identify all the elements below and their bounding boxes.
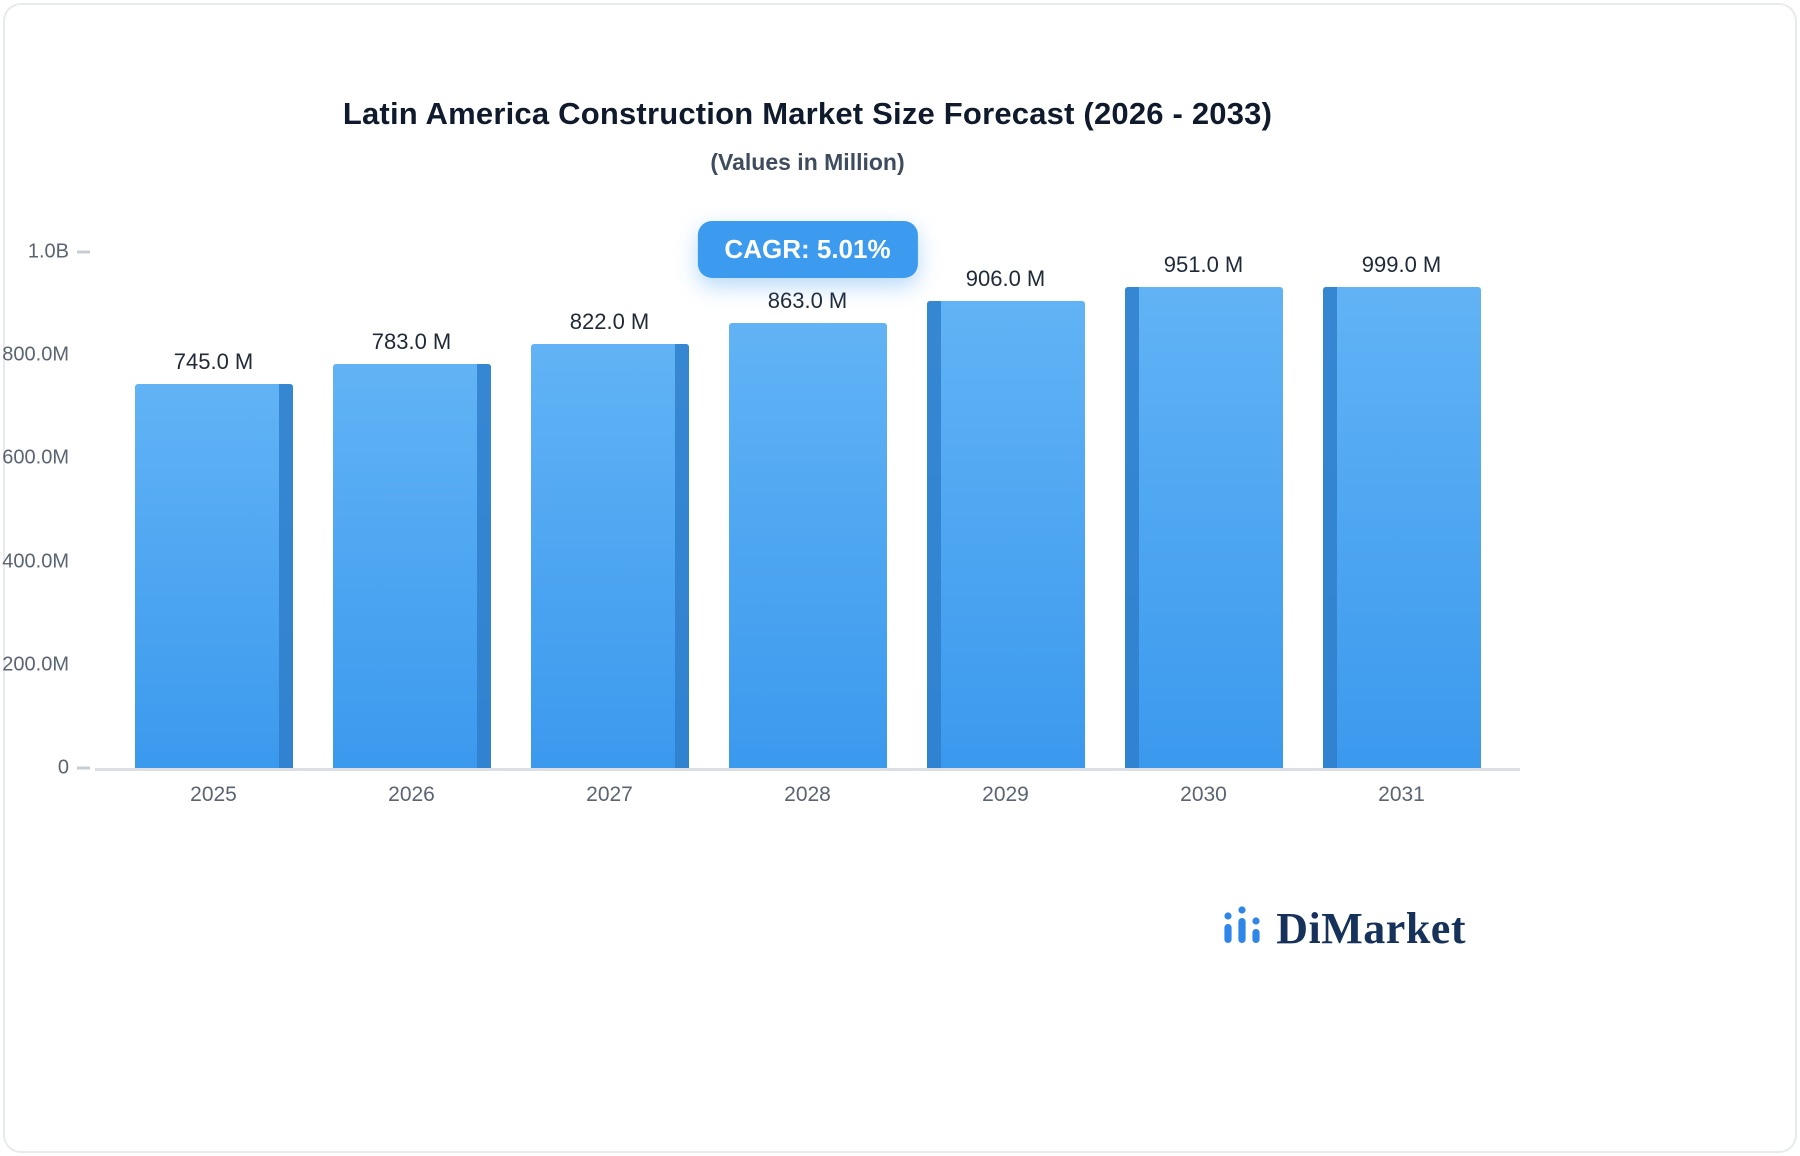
- y-axis-tick: [77, 766, 90, 770]
- x-axis: 2025 2026 2027 2028 2029 2030 2031: [95, 783, 1520, 807]
- y-axis-label: 400.0M: [2, 550, 69, 573]
- bar-2031[interactable]: [1322, 287, 1481, 768]
- bar-value-label: 822.0 M: [569, 308, 650, 334]
- chart-title: Latin America Construction Market Size F…: [342, 96, 1273, 131]
- bar-value-label: 999.0 M: [1361, 252, 1442, 277]
- dimarket-bars-icon: [1219, 903, 1265, 954]
- y-axis-label: 200.0M: [2, 653, 69, 676]
- bar-column: 745.0 M: [134, 252, 293, 768]
- bar-side-face: [476, 363, 491, 768]
- x-axis-label: 2026: [388, 783, 435, 806]
- y-axis-label: 800.0M: [2, 343, 69, 366]
- bar-2027[interactable]: [530, 343, 689, 768]
- bar-column: 999.0 M: [1322, 252, 1481, 768]
- x-axis-label: 2030: [1180, 783, 1227, 806]
- y-axis-label: 1.0B: [27, 240, 69, 263]
- x-axis-label: 2031: [1378, 783, 1425, 806]
- x-axis-label: 2028: [784, 783, 831, 806]
- bar-column: 906.0 M: [926, 252, 1085, 768]
- bar-2030[interactable]: [1124, 287, 1283, 768]
- bar-side-face: [674, 343, 689, 768]
- bar-2029[interactable]: [926, 300, 1085, 768]
- bar-value-label: 906.0 M: [965, 265, 1046, 291]
- bar-column: 822.0 M: [530, 252, 689, 768]
- bar-value-label: 863.0 M: [767, 287, 848, 313]
- plot-area: 745.0 M 783.0 M 822.0 M 863.0 M 906.0 M 951.0…: [95, 252, 1520, 768]
- x-axis-label: 2029: [982, 783, 1029, 806]
- bar-2026[interactable]: [332, 363, 491, 768]
- bar-value-label: 783.0 M: [371, 328, 452, 354]
- bar-value-label: 951.0 M: [1163, 252, 1244, 277]
- bar-side-face: [1322, 287, 1337, 768]
- bar-column: 783.0 M: [332, 252, 491, 768]
- bar-column: 951.0 M: [1124, 252, 1283, 768]
- bar-2025[interactable]: [134, 383, 293, 768]
- chart-subtitle: (Values in Million): [710, 149, 905, 175]
- bar-side-face: [1124, 287, 1139, 768]
- y-axis-tick: [77, 250, 90, 254]
- bar-side-face: [926, 300, 941, 768]
- bar-chart: CAGR: 5.01% 0 200.0M 400.0M 600.0M 800.0M 1.0…: [2, 221, 1520, 806]
- bar-side-face: [278, 383, 293, 768]
- bar-column: 863.0 M: [728, 252, 887, 768]
- x-axis-label: 2025: [190, 783, 237, 806]
- brand-logo: DiMarket: [1219, 903, 1466, 954]
- bar-2028[interactable]: [728, 322, 887, 768]
- x-axis-label: 2027: [586, 783, 633, 806]
- y-axis-label: 0: [57, 756, 69, 779]
- brand-name: DiMarket: [1276, 904, 1466, 953]
- y-axis-label: 600.0M: [2, 446, 69, 469]
- bar-value-label: 745.0 M: [173, 348, 254, 374]
- cagr-badge: CAGR: 5.01%: [697, 221, 918, 278]
